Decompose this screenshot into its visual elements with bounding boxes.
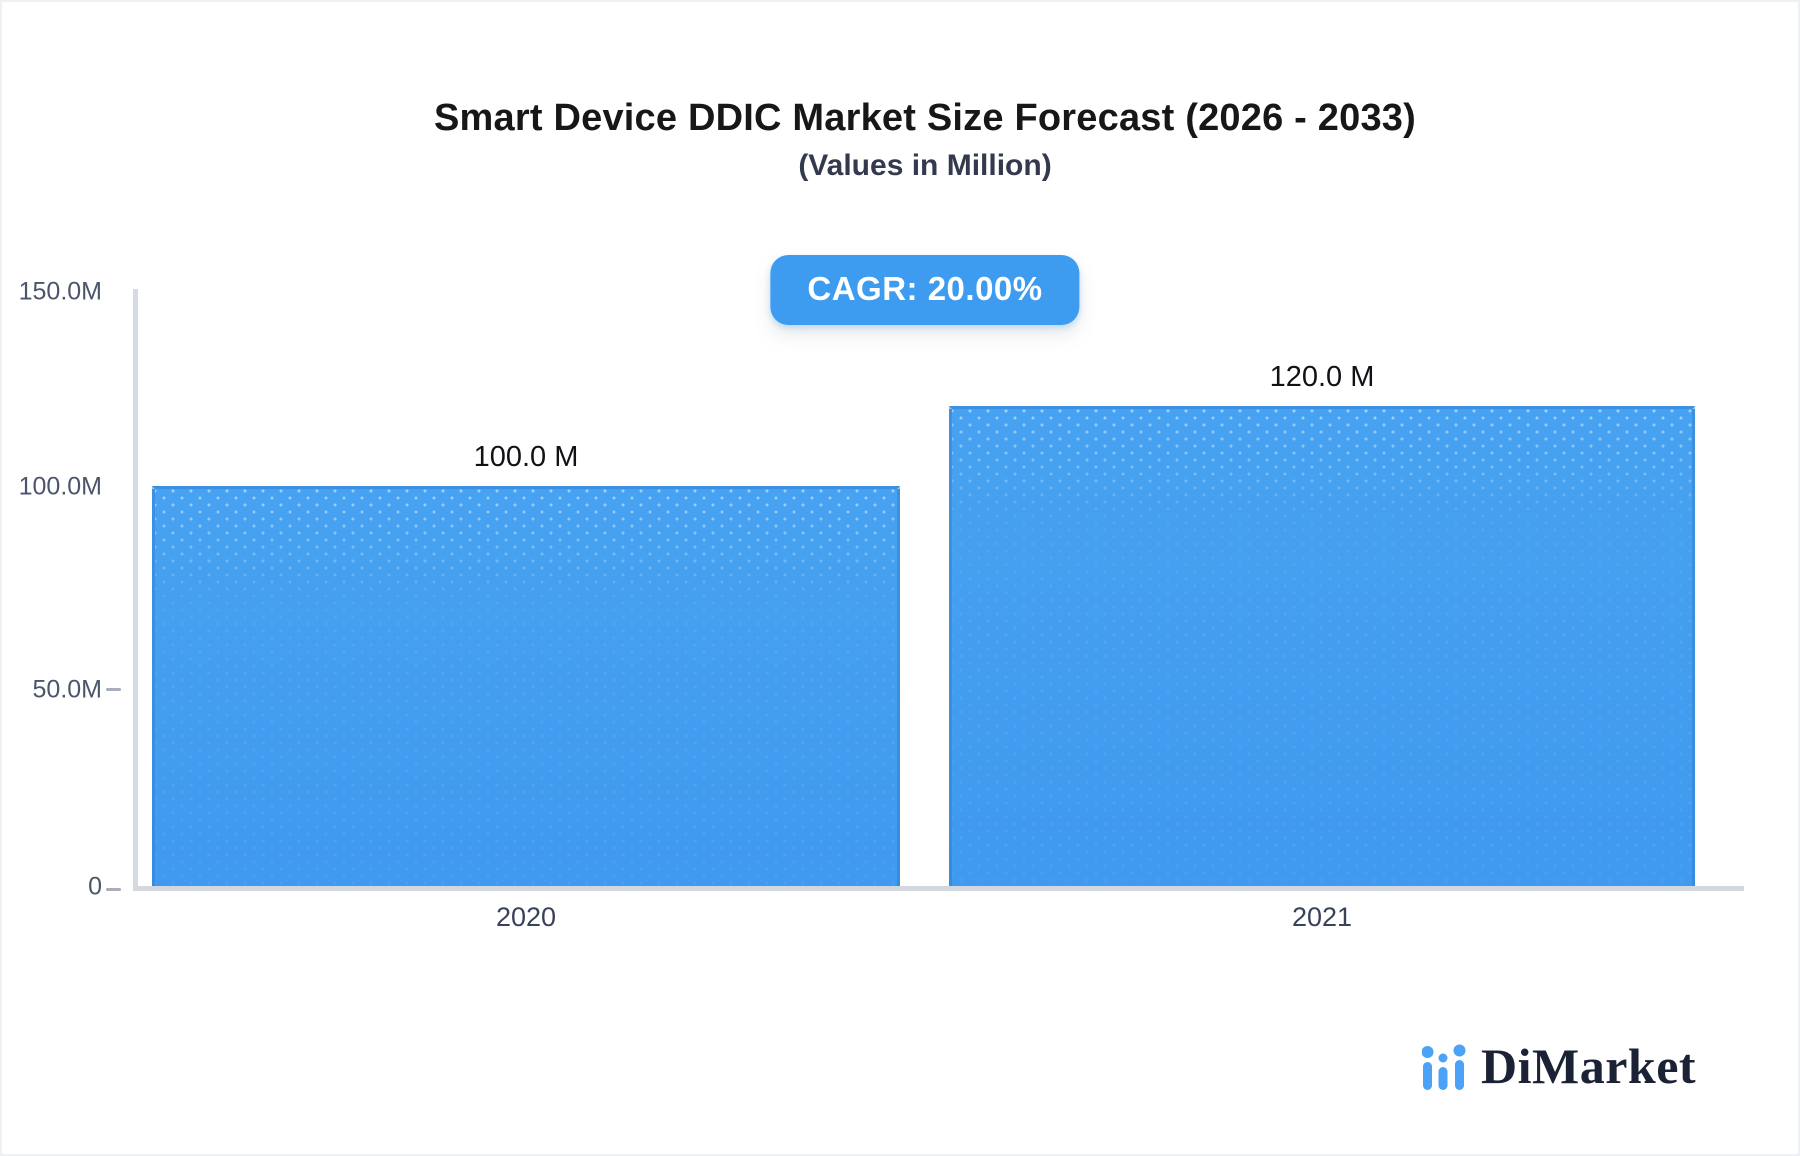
- y-tick-mark-0: [106, 888, 121, 891]
- bar-group-2021: 120.0 M: [949, 289, 1695, 886]
- x-tick-label-2021: 2021: [1291, 902, 1353, 932]
- bar-value-label-2020: 100.0 M: [473, 441, 579, 473]
- y-axis-line: [133, 289, 138, 887]
- bar-chart-logo-icon: [1422, 1044, 1466, 1090]
- brand-logo-text: DiMarket: [1481, 1038, 1697, 1094]
- bar-group-2020: 100.0 M: [152, 289, 900, 886]
- y-tick-label-150m: 150.0M: [18, 277, 102, 306]
- y-tick-label-50m: 50.0M: [32, 675, 102, 704]
- bar-2020: [152, 486, 900, 886]
- bar-value-label-2021: 120.0 M: [1269, 361, 1375, 393]
- y-tick-label-100m: 100.0M: [18, 472, 102, 501]
- brand-logo: DiMarket: [1422, 1038, 1697, 1094]
- x-axis-line: [133, 886, 1744, 891]
- bar-2021: [949, 406, 1695, 886]
- cagr-badge: CAGR: 20.00%: [770, 255, 1080, 325]
- y-tick-mark-50m: [106, 688, 121, 691]
- chart-subtitle: (Values in Million): [798, 149, 1052, 182]
- y-tick-label-0: 0: [88, 872, 102, 901]
- x-tick-label-2020: 2020: [495, 902, 557, 932]
- chart-title: Smart Device DDIC Market Size Forecast (…: [434, 97, 1416, 139]
